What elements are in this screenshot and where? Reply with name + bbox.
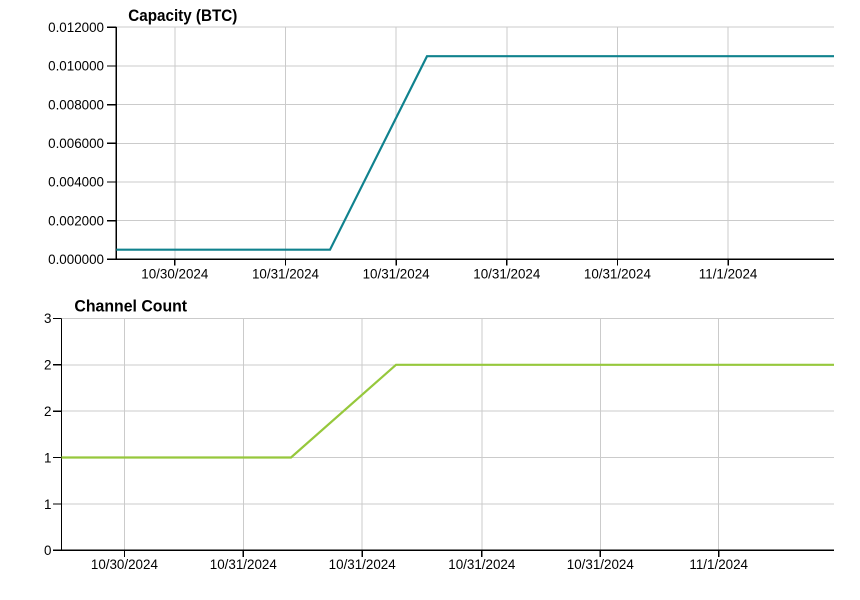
svg-text:0.006000: 0.006000 — [48, 136, 104, 151]
svg-text:2: 2 — [44, 404, 51, 419]
svg-text:3: 3 — [44, 311, 51, 326]
svg-text:11/1/2024: 11/1/2024 — [699, 267, 758, 282]
svg-text:0.002000: 0.002000 — [48, 213, 104, 228]
svg-text:0.008000: 0.008000 — [48, 97, 104, 112]
svg-text:11/1/2024: 11/1/2024 — [689, 557, 748, 572]
svg-text:10/31/2024: 10/31/2024 — [584, 267, 652, 282]
svg-text:10/31/2024: 10/31/2024 — [473, 267, 541, 282]
svg-text:1: 1 — [44, 450, 51, 465]
svg-text:Capacity (BTC): Capacity (BTC) — [128, 6, 237, 25]
svg-text:0.004000: 0.004000 — [48, 175, 104, 190]
svg-text:1: 1 — [44, 497, 51, 512]
svg-text:0.012000: 0.012000 — [48, 20, 104, 35]
svg-text:10/30/2024: 10/30/2024 — [91, 557, 159, 572]
svg-text:10/30/2024: 10/30/2024 — [141, 267, 209, 282]
svg-text:0.010000: 0.010000 — [48, 59, 104, 74]
svg-text:2: 2 — [44, 358, 51, 373]
svg-text:0: 0 — [44, 543, 51, 558]
svg-text:10/31/2024: 10/31/2024 — [252, 267, 320, 282]
svg-text:10/31/2024: 10/31/2024 — [363, 267, 431, 282]
svg-text:0.000000: 0.000000 — [48, 252, 104, 267]
svg-text:10/31/2024: 10/31/2024 — [329, 557, 397, 572]
svg-text:10/31/2024: 10/31/2024 — [210, 557, 278, 572]
svg-text:Channel Count: Channel Count — [74, 296, 187, 315]
svg-text:10/31/2024: 10/31/2024 — [448, 557, 516, 572]
svg-text:10/31/2024: 10/31/2024 — [567, 557, 635, 572]
